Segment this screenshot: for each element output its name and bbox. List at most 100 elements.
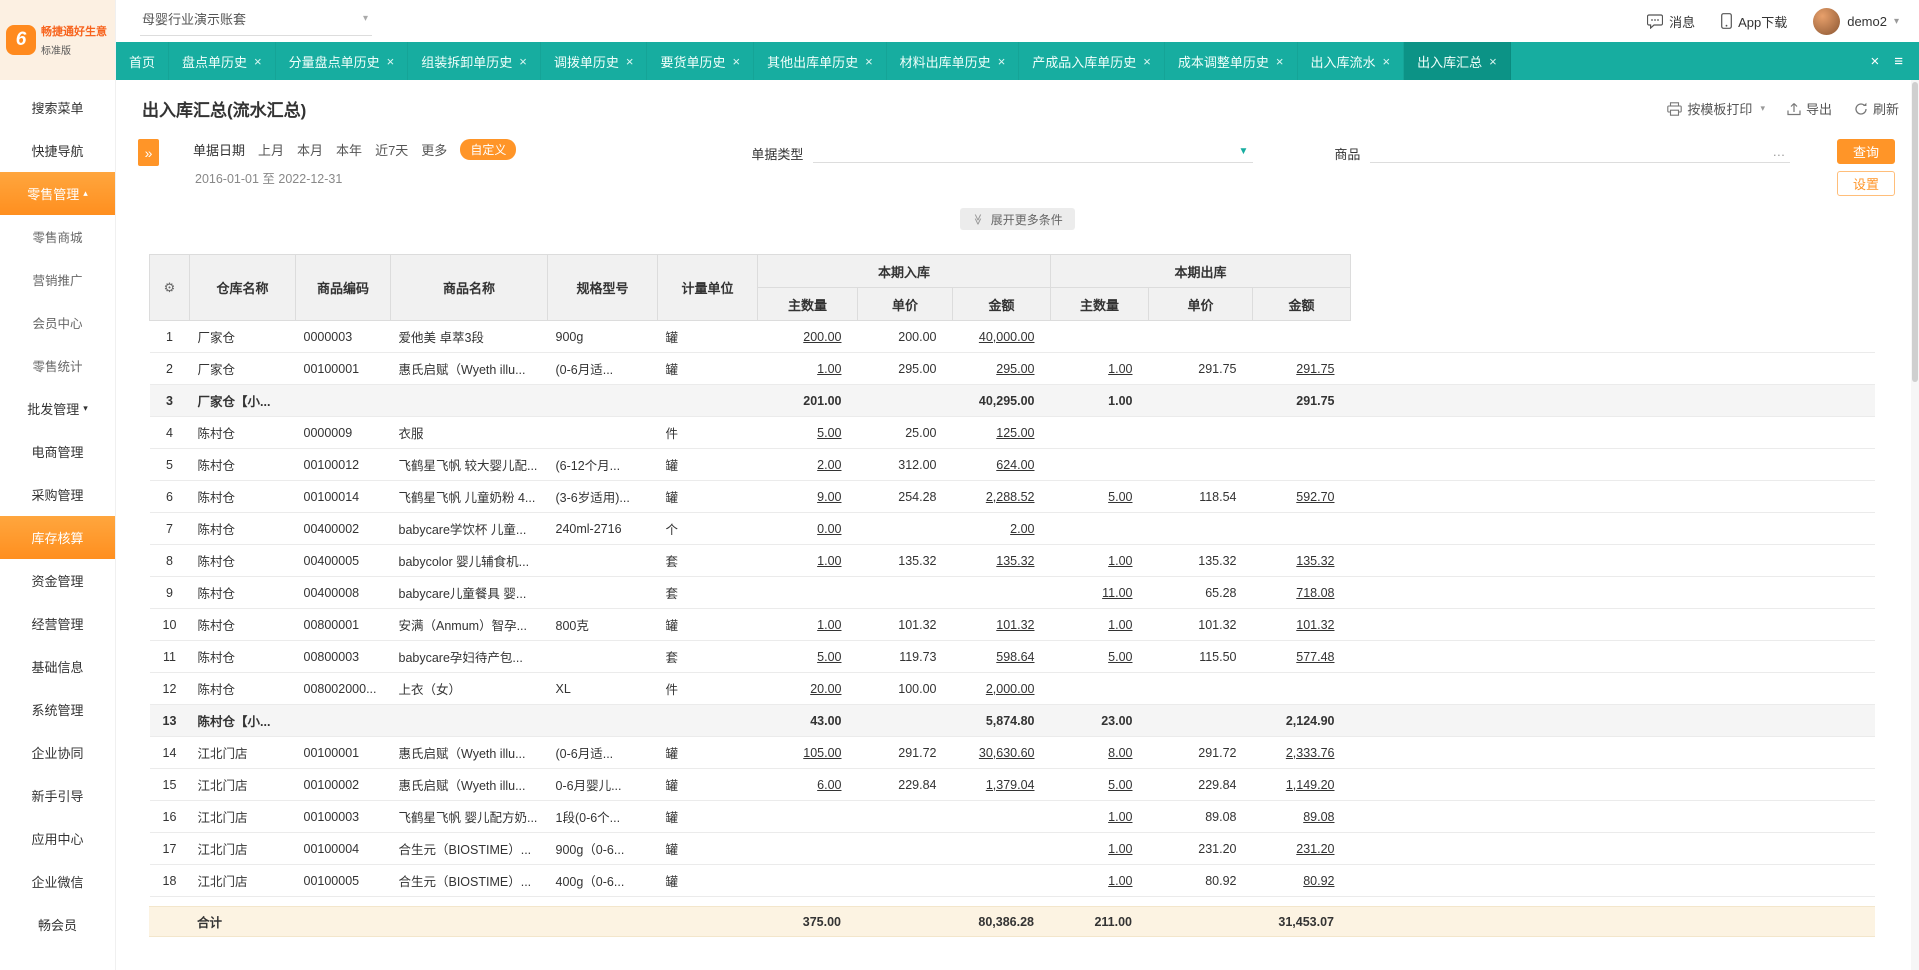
sidebar-item[interactable]: 新手引导 (0, 774, 115, 817)
tab[interactable]: 成本调整单历史 × (1165, 42, 1298, 80)
drilldown-link[interactable]: 624.00 (996, 457, 1035, 472)
messages-button[interactable]: 消息 (1647, 12, 1695, 31)
cell-oq[interactable]: 1.00 (1050, 352, 1149, 385)
cell-ia[interactable]: 30,630.60 (952, 736, 1051, 769)
drilldown-link[interactable]: 1.00 (1108, 873, 1133, 888)
cell-oq[interactable]: 5.00 (1050, 480, 1149, 513)
cell-ia[interactable]: 135.32 (952, 544, 1051, 577)
cell-oq[interactable]: 1.00 (1050, 832, 1149, 865)
tab-close-icon[interactable]: × (1143, 53, 1151, 69)
drilldown-link[interactable]: 577.48 (1296, 649, 1335, 664)
cell-iq[interactable]: 5.00 (757, 416, 858, 449)
drilldown-link[interactable]: 718.08 (1296, 585, 1335, 600)
date-option-last-7-days[interactable]: 近7天 (375, 143, 409, 158)
date-range-value[interactable]: 2016-01-01 至 2022-12-31 (195, 172, 343, 186)
cell-oq[interactable]: 8.00 (1050, 736, 1149, 769)
cell-iq[interactable]: 200.00 (757, 320, 858, 353)
cell-oa[interactable]: 718.08 (1252, 576, 1351, 609)
drilldown-link[interactable]: 0.00 (817, 521, 842, 536)
drilldown-link[interactable]: 1.00 (817, 617, 842, 632)
cell-iq[interactable]: 1.00 (757, 544, 858, 577)
refresh-button[interactable]: 刷新 (1854, 99, 1899, 118)
sidebar-item[interactable]: 零售统计 (0, 344, 115, 387)
drilldown-link[interactable]: 295.00 (996, 361, 1035, 376)
drilldown-link[interactable]: 135.32 (996, 553, 1035, 568)
expand-more-conditions-button[interactable]: ≫ 展开更多条件 (960, 208, 1075, 230)
cell-oq[interactable]: 5.00 (1050, 768, 1149, 801)
drilldown-link[interactable]: 1.00 (817, 361, 842, 376)
drilldown-link[interactable]: 1.00 (1108, 361, 1133, 376)
sidebar-item[interactable]: 系统管理 (0, 688, 115, 731)
sidebar-item[interactable]: 畅会员 (0, 903, 115, 946)
sidebar-item[interactable]: 经营管理 (0, 602, 115, 645)
sidebar-item[interactable]: 零售商城 (0, 215, 115, 258)
cell-oa[interactable]: 1,149.20 (1252, 768, 1351, 801)
cell-iq[interactable]: 20.00 (757, 672, 858, 705)
tab[interactable]: 出入库汇总 × (1404, 42, 1511, 80)
cell-oa[interactable]: 592.70 (1252, 480, 1351, 513)
drilldown-link[interactable]: 30,630.60 (978, 745, 1035, 760)
sidebar-item[interactable]: 应用中心 (0, 817, 115, 860)
cell-oq[interactable]: 1.00 (1050, 544, 1149, 577)
drilldown-link[interactable]: 135.32 (1296, 553, 1335, 568)
sidebar-item[interactable]: 企业微信 (0, 860, 115, 903)
sidebar-item[interactable]: 会员中心 (0, 301, 115, 344)
drilldown-link[interactable]: 231.20 (1296, 841, 1335, 856)
drilldown-link[interactable]: 20.00 (810, 681, 842, 696)
drilldown-link[interactable]: 101.32 (996, 617, 1035, 632)
tab-close-icon[interactable]: × (625, 53, 634, 69)
cell-ia[interactable]: 125.00 (952, 416, 1051, 449)
cell-ia[interactable]: 2.00 (952, 512, 1051, 545)
cell-ia[interactable]: 295.00 (952, 352, 1051, 385)
cell-oa[interactable]: 89.08 (1252, 800, 1351, 833)
cell-ia[interactable]: 101.32 (952, 608, 1051, 641)
drilldown-link[interactable]: 9.00 (817, 489, 842, 504)
drilldown-link[interactable]: 40,000.00 (978, 329, 1035, 344)
drilldown-link[interactable]: 1.00 (817, 553, 842, 568)
sidebar-item[interactable]: 电商管理 (0, 430, 115, 473)
date-option-this-year[interactable]: 本年 (336, 143, 363, 158)
tab-list-menu-icon[interactable]: ≡ (1894, 52, 1903, 70)
cell-iq[interactable]: 0.00 (757, 512, 858, 545)
tab-close-icon[interactable]: × (519, 53, 527, 69)
tab[interactable]: 其他出库单历史 × (754, 42, 887, 80)
cell-iq[interactable]: 5.00 (757, 640, 858, 673)
drilldown-link[interactable]: 101.32 (1296, 617, 1335, 632)
sidebar-item[interactable]: 营销推广 (0, 258, 115, 301)
drilldown-link[interactable]: 11.00 (1102, 585, 1133, 600)
cell-iq[interactable]: 2.00 (757, 448, 858, 481)
date-option-more[interactable]: 更多 (421, 143, 448, 158)
user-menu[interactable]: demo2 ▾ (1813, 7, 1899, 35)
drilldown-link[interactable]: 5.00 (817, 649, 842, 664)
tab-close-icon[interactable]: × (865, 53, 873, 69)
tab-close-icon[interactable]: × (254, 53, 262, 69)
drilldown-link[interactable]: 1.00 (1108, 553, 1133, 568)
drilldown-link[interactable]: 80.92 (1303, 873, 1335, 888)
export-button[interactable]: 导出 (1787, 99, 1832, 118)
cell-ia[interactable]: 598.64 (952, 640, 1051, 673)
cell-oa[interactable]: 135.32 (1252, 544, 1351, 577)
drilldown-link[interactable]: 200.00 (803, 329, 842, 344)
drilldown-link[interactable]: 1.00 (1108, 809, 1133, 824)
cell-oq[interactable]: 1.00 (1050, 864, 1149, 897)
cell-oq[interactable]: 1.00 (1050, 800, 1149, 833)
tab-close-icon[interactable]: × (1382, 53, 1391, 69)
drilldown-link[interactable]: 2.00 (817, 457, 842, 472)
column-settings-gear-icon[interactable]: ⚙ (163, 279, 176, 295)
sidebar-item[interactable]: 零售管理 ▴ (0, 172, 115, 215)
tab[interactable]: 分量盘点单历史 × (276, 42, 409, 80)
drilldown-link[interactable]: 8.00 (1108, 745, 1133, 760)
sidebar-item[interactable]: 搜索菜单 (0, 86, 115, 129)
cell-oa[interactable]: 577.48 (1252, 640, 1351, 673)
cell-iq[interactable]: 6.00 (757, 768, 858, 801)
sidebar-item[interactable]: 基础信息 (0, 645, 115, 688)
settings-button[interactable]: 设置 (1837, 171, 1895, 196)
cell-iq[interactable]: 1.00 (757, 608, 858, 641)
tab-close-icon[interactable]: × (732, 53, 741, 69)
tab[interactable]: 产成品入库单历史 × (1019, 42, 1165, 80)
drilldown-link[interactable]: 592.70 (1296, 489, 1335, 504)
sidebar-item[interactable]: 资金管理 (0, 559, 115, 602)
tab[interactable]: 材料出库单历史 × (887, 42, 1020, 80)
drilldown-link[interactable]: 125.00 (996, 425, 1035, 440)
cell-ia[interactable]: 624.00 (952, 448, 1051, 481)
